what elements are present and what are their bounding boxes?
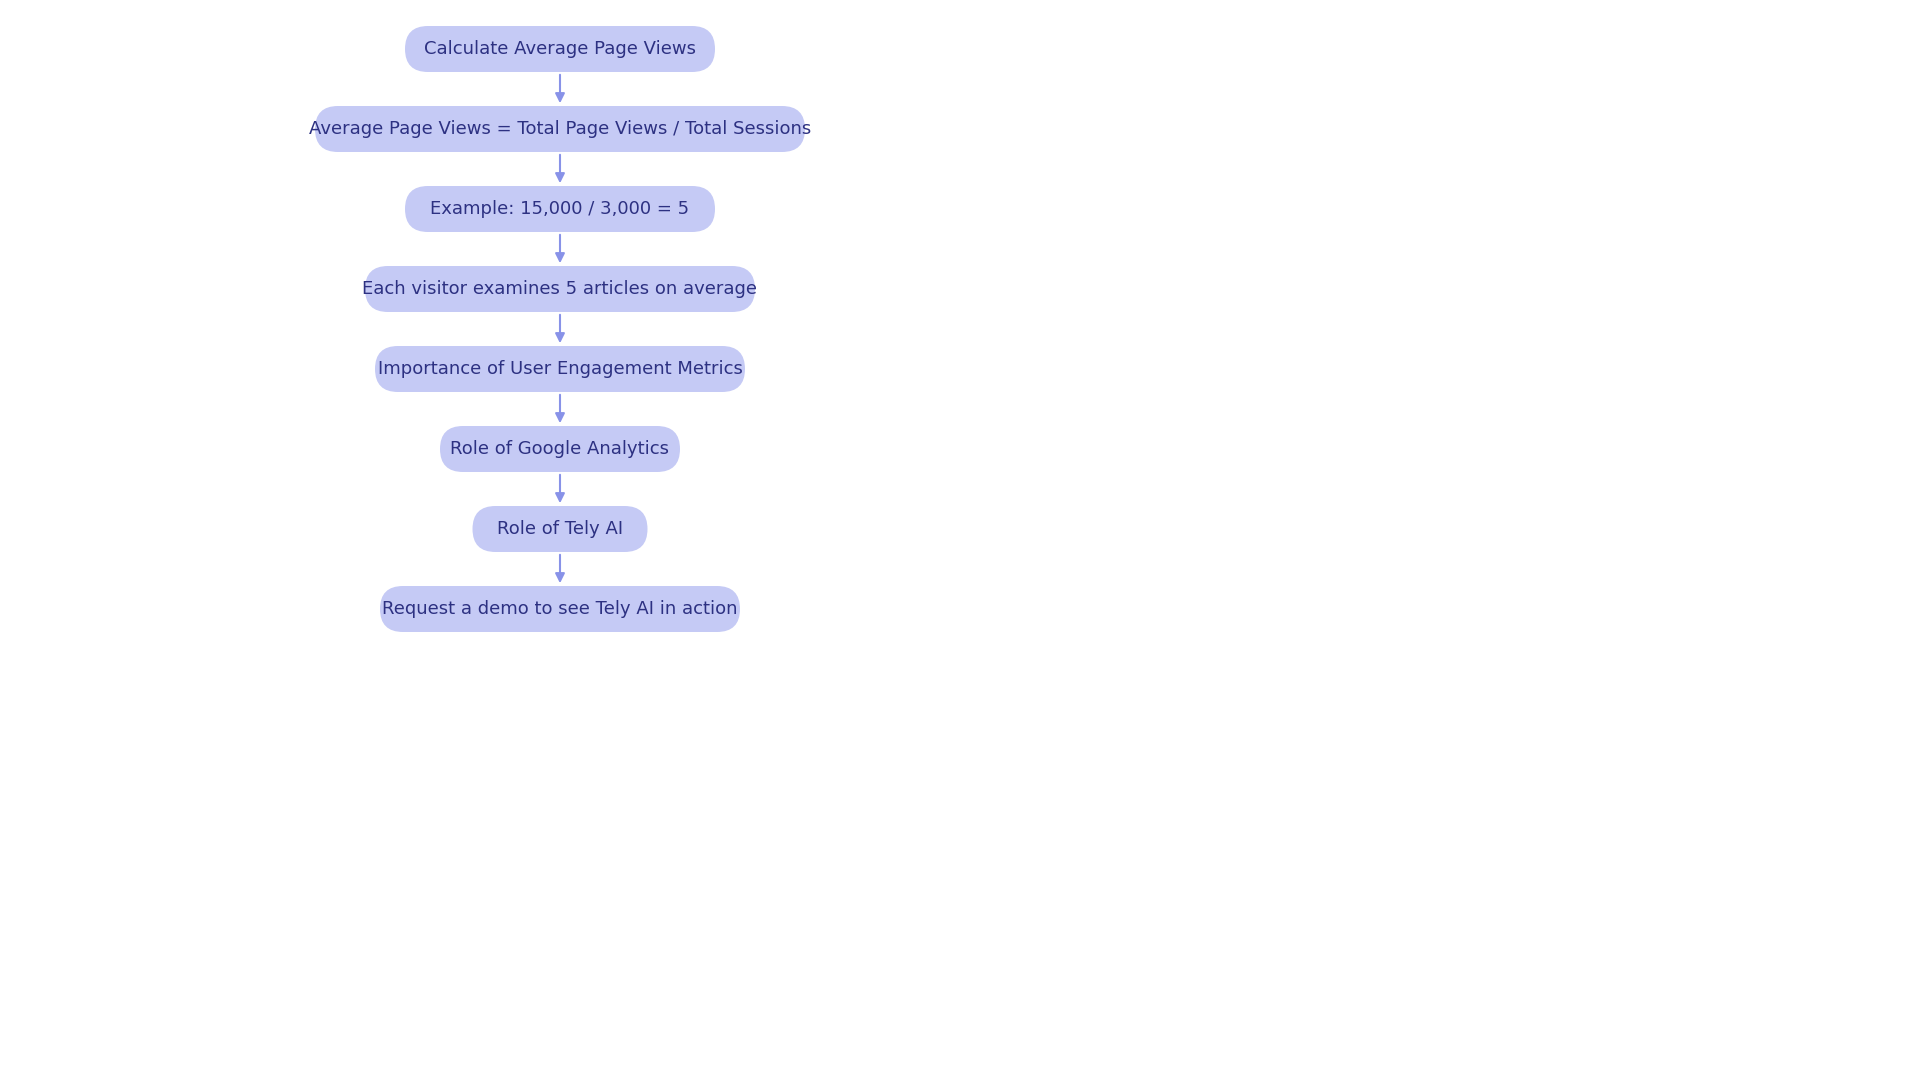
Text: Average Page Views = Total Page Views / Total Sessions: Average Page Views = Total Page Views / …	[309, 120, 810, 138]
Text: Role of Tely AI: Role of Tely AI	[497, 520, 624, 538]
Text: Importance of User Engagement Metrics: Importance of User Engagement Metrics	[378, 360, 743, 378]
FancyBboxPatch shape	[380, 586, 739, 632]
FancyBboxPatch shape	[315, 106, 804, 152]
FancyBboxPatch shape	[440, 426, 680, 472]
Text: Example: 15,000 / 3,000 = 5: Example: 15,000 / 3,000 = 5	[430, 200, 689, 218]
Text: Request a demo to see Tely AI in action: Request a demo to see Tely AI in action	[382, 600, 737, 618]
Text: Each visitor examines 5 articles on average: Each visitor examines 5 articles on aver…	[363, 280, 758, 298]
Text: Calculate Average Page Views: Calculate Average Page Views	[424, 40, 695, 58]
FancyBboxPatch shape	[405, 186, 714, 232]
FancyBboxPatch shape	[472, 506, 647, 552]
FancyBboxPatch shape	[405, 26, 714, 71]
FancyBboxPatch shape	[365, 266, 755, 312]
FancyBboxPatch shape	[374, 345, 745, 392]
Text: Role of Google Analytics: Role of Google Analytics	[451, 440, 670, 458]
